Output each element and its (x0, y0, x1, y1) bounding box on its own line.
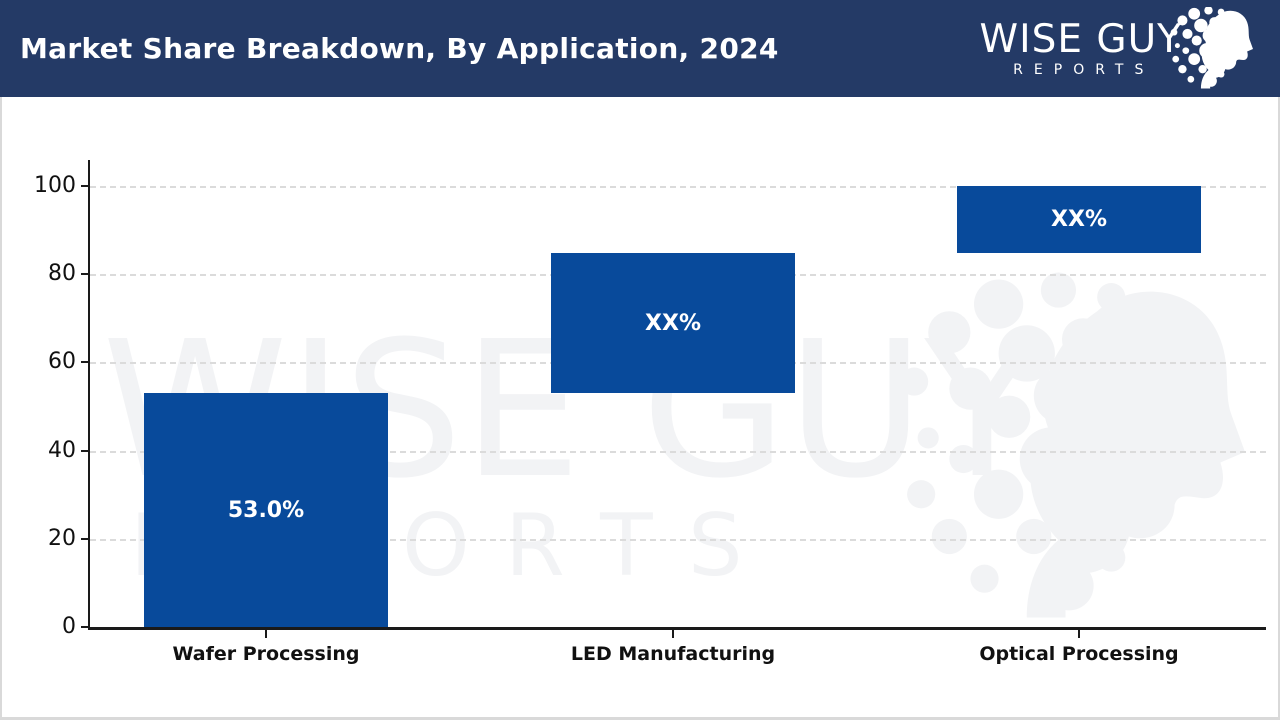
bar-value-label: XX% (1051, 207, 1107, 233)
x-axis-label-led-manufacturing: LED Manufacturing (570, 643, 776, 665)
bar-value-label: 53.0% (227, 497, 305, 523)
y-tick-mark (81, 361, 88, 364)
x-tick-mark (265, 630, 267, 638)
logo-brand-name: WISE GUY (979, 17, 1182, 62)
gridline-40 (90, 450, 1266, 453)
x-axis-label-optical-processing: Optical Processing (979, 643, 1179, 665)
y-tick-mark (81, 626, 88, 628)
x-tick-mark (1078, 630, 1080, 638)
y-tick-mark (81, 537, 88, 540)
x-axis-label-wafer-processing: Wafer Processing (172, 643, 360, 665)
x-tick-mark (672, 630, 674, 638)
y-tick-label: 0 (62, 614, 76, 639)
plot-area: 0 20 40 60 80 100 53.0% XX% XX% Wafer Processing L… (34, 160, 1266, 665)
bar-led-manufacturing: XX% (551, 253, 795, 394)
bar-value-label: XX% (645, 310, 701, 336)
y-tick-mark (81, 449, 88, 452)
y-tick-label: 80 (48, 261, 76, 287)
y-axis-line (88, 160, 90, 627)
bar-optical-processing: XX% (957, 186, 1201, 254)
x-axis-line (88, 627, 1266, 630)
y-tick-mark (81, 273, 88, 276)
y-tick-mark (81, 185, 88, 188)
logo-text: WISE GUY REPORTS (980, 20, 1182, 77)
chart-canvas: WISE GUY R E P O R T S 0 20 40 60 80 100 53.0%… (0, 97, 1280, 720)
gridline-100 (90, 186, 1266, 189)
bar-wafer-processing: 53.0% (144, 393, 388, 627)
y-tick-label: 20 (48, 525, 76, 551)
y-tick-label: 40 (48, 437, 76, 463)
y-tick-label: 60 (48, 349, 76, 375)
page-title: Market Share Breakdown, By Application, … (20, 32, 779, 65)
header-bar: Market Share Breakdown, By Application, … (0, 0, 1280, 97)
logo-brand-subtitle: REPORTS (1013, 62, 1155, 78)
gridline-20 (90, 538, 1266, 541)
wiseguy-logo: WISE GUY REPORTS (980, 6, 1254, 91)
y-tick-label: 100 (34, 173, 76, 199)
wiseguy-face-icon (1170, 6, 1253, 88)
